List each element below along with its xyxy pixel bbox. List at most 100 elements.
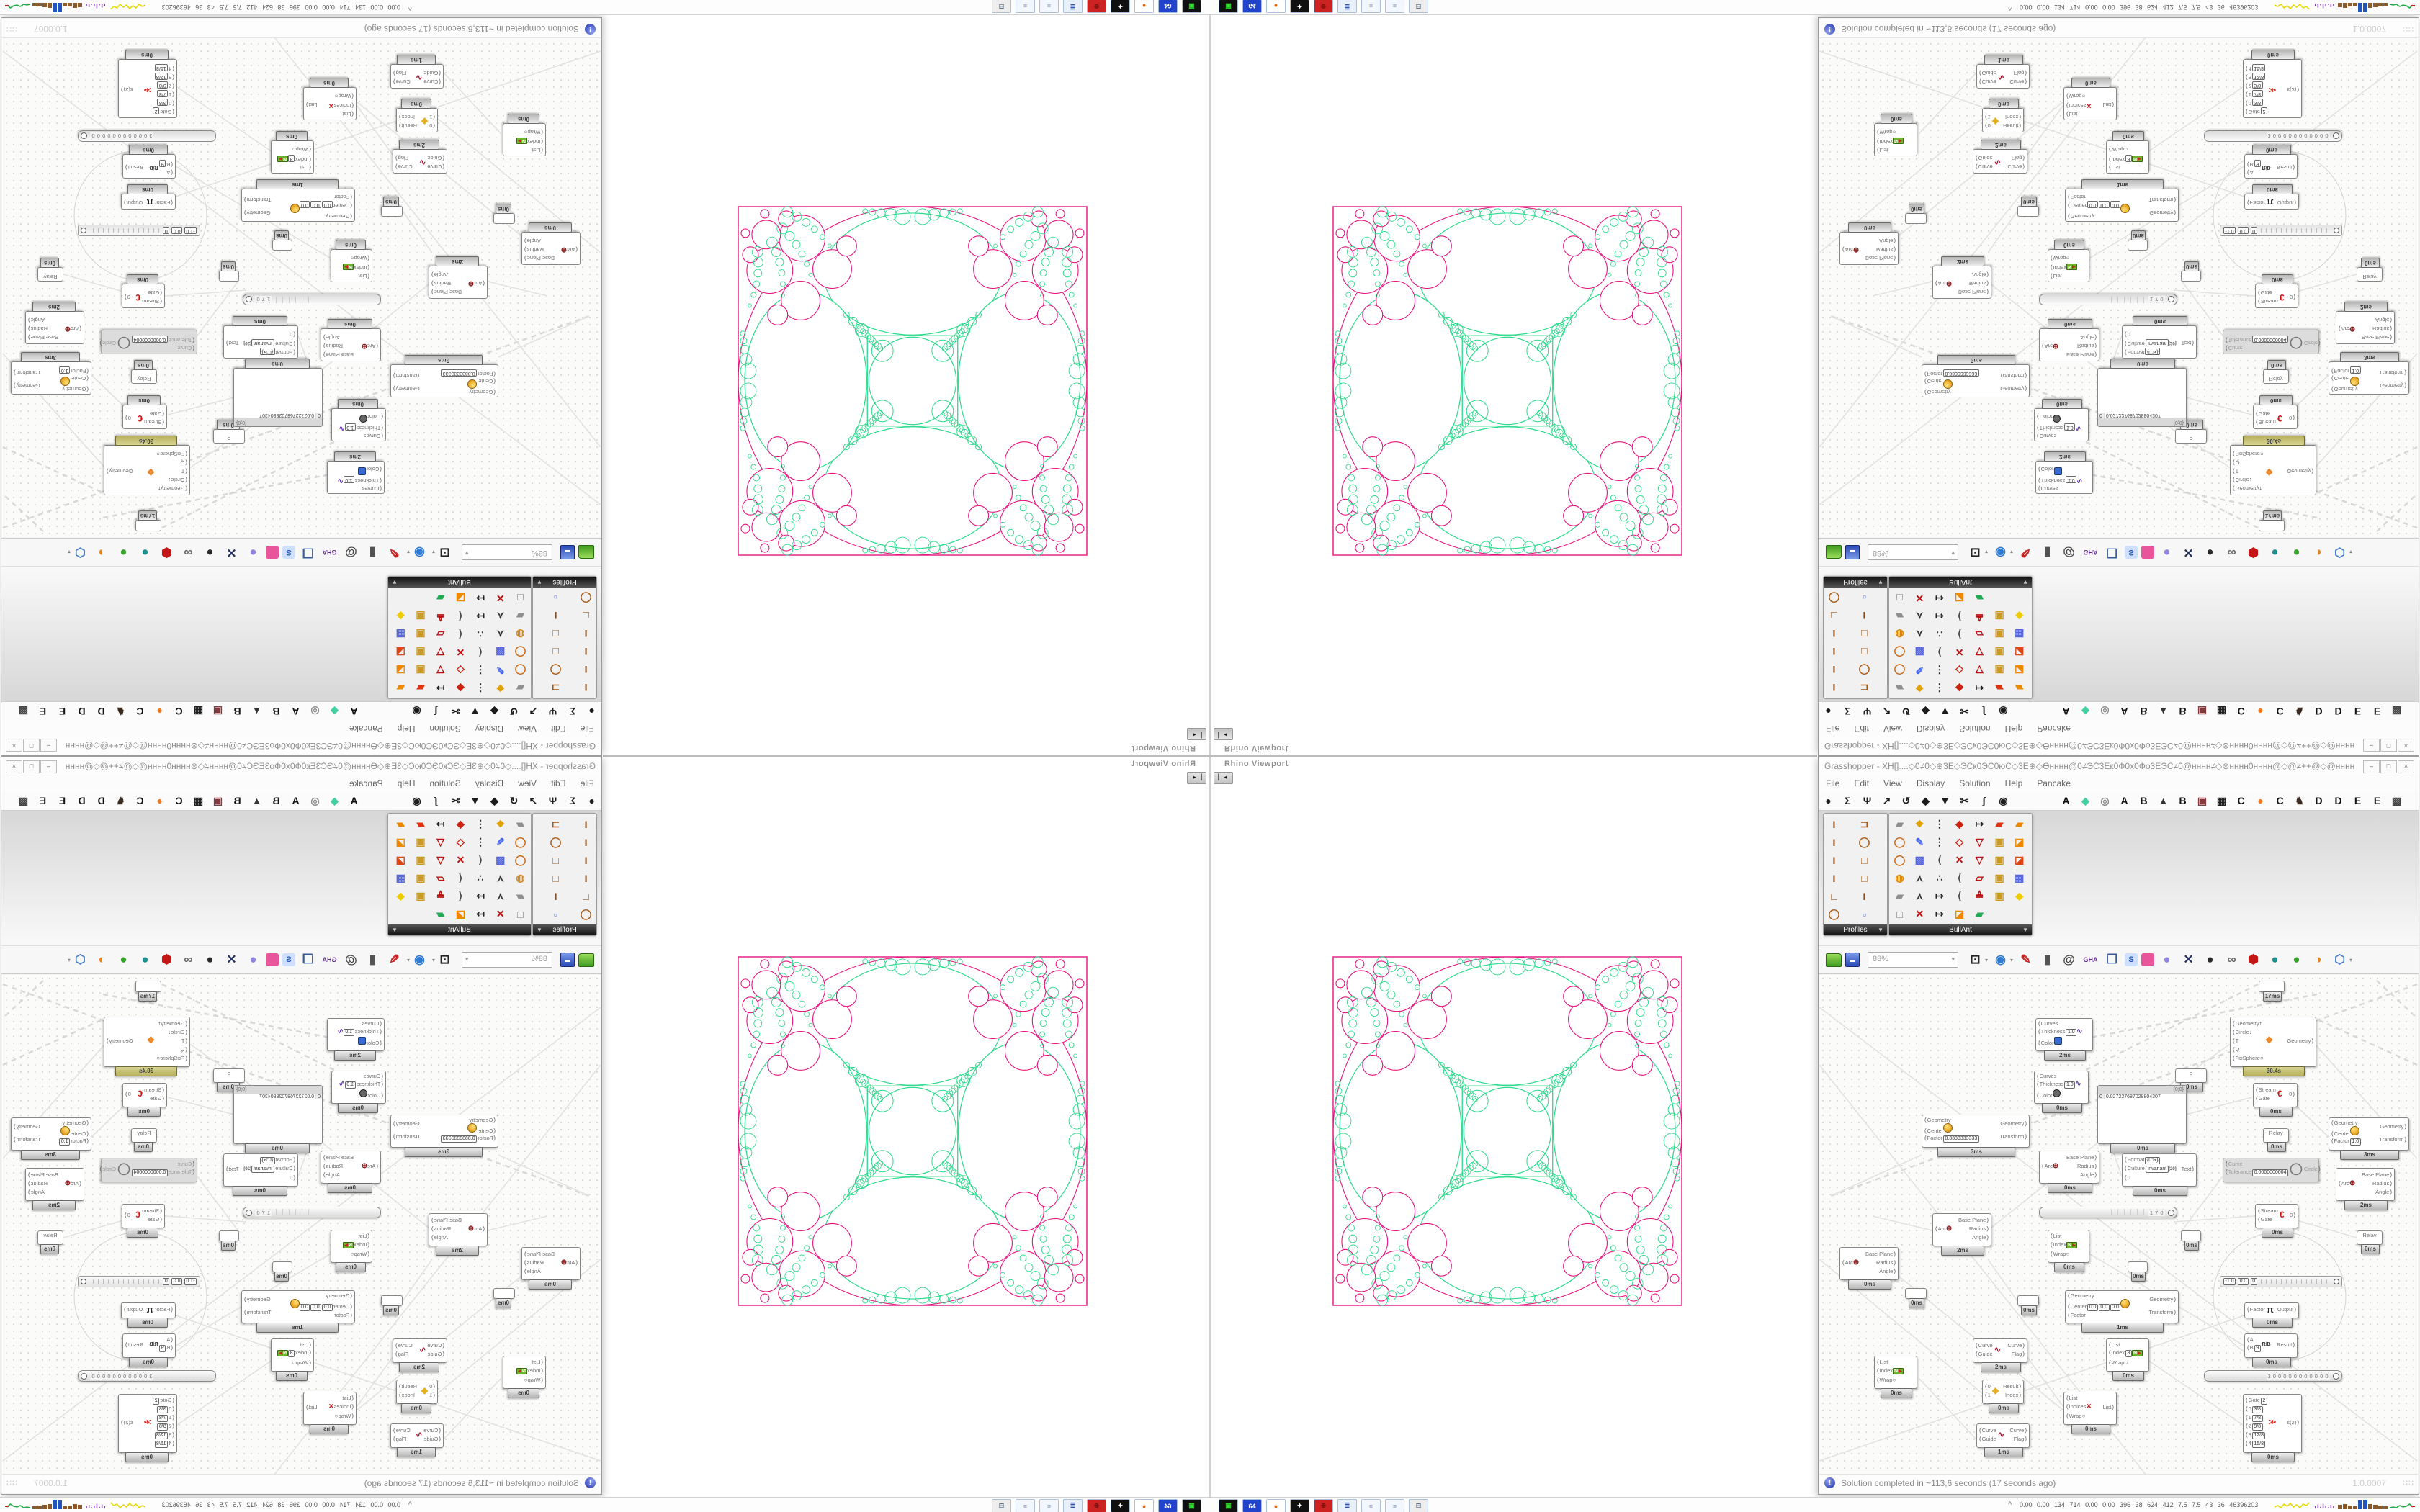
relay-node[interactable]: 0ms [2017,1295,2039,1315]
value-chip[interactable]: 0.3333333333 [441,369,478,377]
tray-chevron-icon[interactable]: ^ [408,1500,412,1508]
palette-component-icon[interactable]: ≜ [436,890,445,901]
input-param[interactable]: Color [2037,1089,2081,1099]
palette-component-icon[interactable]: ✎ [1915,836,1924,847]
balloon-icon[interactable]: ● [2158,543,2176,562]
input-param[interactable]: Indices✕ [328,1403,354,1410]
preview-eye-icon[interactable]: ◉ [1991,950,2009,969]
output-param[interactable]: Radius [1958,281,1989,287]
component-node[interactable]: AB9R/BResult0ms [122,145,176,179]
palette-component-icon[interactable]: ▣ [1994,872,2004,883]
component-node[interactable]: GeometryCenterFactor1.0GeometryTransform… [11,1117,91,1160]
value-chip[interactable]: 3/8 [2251,1405,2263,1413]
tab-plugin-13[interactable]: D [2315,706,2323,717]
relay-node[interactable]: 0ms [381,1295,403,1315]
slider-knob-icon[interactable] [2333,132,2339,139]
input-param[interactable]: Index8N [277,1349,311,1358]
notepad1-app-icon[interactable]: ≡ [1039,1499,1059,1512]
red-gear-app-icon[interactable]: ⊛ [1087,1499,1106,1512]
component-node[interactable]: ListIndex8NWrap○0ms [2106,131,2149,174]
gift-box-icon[interactable]: ? [2141,546,2155,559]
maximize-button[interactable]: □ [2380,760,2397,773]
output-param[interactable]: Angle [2362,318,2392,324]
input-param[interactable]: Tolerance0.0000000004 [132,336,194,343]
component-node[interactable]: ListIndexNWrap○0ms [2048,1230,2089,1272]
zoom-level-select[interactable]: 88% ▾ [462,952,552,968]
output-param[interactable]: Base Plane [431,289,462,296]
zoom-extents-icon[interactable]: ⊡ [436,950,454,969]
output-param[interactable]: Transform [2379,370,2406,377]
palette-component-icon[interactable]: ▰ [396,818,405,829]
relay-node[interactable]: o 0ms [213,1068,245,1092]
input-param[interactable]: Arc⊕ [1935,1225,1953,1233]
input-param[interactable]: Curve [427,164,444,171]
component-node[interactable]: CurveTolerance0.0000000004◯Circle [101,330,197,354]
close-button[interactable]: × [6,760,22,773]
component-node[interactable]: FactorπOutput0ms [2244,184,2299,210]
palette-component-icon[interactable]: ↦ [1975,818,1984,829]
viewport-collapse-button[interactable]: ▏◄ [1187,772,1206,784]
notepad2-app-icon[interactable]: ≡ [1385,1499,1404,1512]
tab-category-icon[interactable]: ʃ [434,706,438,717]
output-param[interactable]: Base Plane [2066,352,2097,359]
palette-component-icon[interactable]: □ [1896,908,1903,920]
palette-component-icon[interactable]: ❖ [496,818,506,829]
input-param[interactable]: CultureInvariant{20} [243,1165,295,1174]
input-param[interactable]: 29/8 [2246,81,2267,90]
output-param[interactable]: Flag [395,1351,413,1357]
minimize-button[interactable]: – [2363,739,2380,752]
input-param[interactable]: IndexN [516,1367,543,1374]
component-node[interactable]: StreamGate€00ms [122,274,165,308]
tab-plugin-10[interactable]: ● [156,795,163,806]
minimize-button[interactable]: – [40,739,57,752]
value-chip[interactable]: 1.0 [2064,1081,2076,1089]
value-chip[interactable]: 0.0000000004 [2252,1169,2288,1176]
tab-plugin-17[interactable]: ▩ [18,706,29,717]
input-param[interactable]: Factor [2247,1306,2265,1313]
slider-knob-icon[interactable] [2334,228,2339,233]
menu-item-file[interactable]: File [1826,724,1840,734]
value-chip[interactable]: 8 [2125,1350,2132,1358]
output-param[interactable]: Geometry [2287,469,2313,475]
wire-cross-icon[interactable]: ✕ [2179,950,2197,969]
component-node[interactable]: Arc⊕Base PlaneRadiusAngle2ms [2336,1168,2395,1210]
tab-plugin-8[interactable]: ▦ [193,706,204,717]
input-param[interactable]: Wrap○ [2051,1251,2077,1257]
input-param[interactable]: Thickness1.0∿ [2037,1080,2081,1089]
input-param[interactable]: CultureInvariant{20} [2125,338,2177,347]
number-slider[interactable]: 3 0 0 0 0 0 0 0 0 0 0 0 [78,130,216,142]
input-param[interactable]: Geometry [1924,1117,1979,1123]
input-param[interactable]: List [2051,273,2077,279]
red-gear-app-icon[interactable]: ⊛ [1087,0,1106,13]
component-node[interactable]: ListIndices✕Wrap○List0ms [303,1392,357,1434]
input-param[interactable]: Thickness1.0∿ [2038,476,2083,485]
input-param[interactable]: Gate [2256,1095,2276,1102]
tab-category-icon[interactable]: Σ [1845,706,1851,717]
output-param[interactable]: List [2103,1404,2114,1410]
palette-component-icon[interactable]: ▱ [1975,872,1984,883]
value-chip[interactable]: Invariant [2145,338,2169,346]
notepad2-app-icon[interactable]: ≡ [1016,1499,1035,1512]
input-param[interactable]: Geometry [2331,1120,2361,1126]
component-node[interactable]: Arc⊕Base PlaneRadiusAngle0ms [1839,222,1899,265]
palette-component-icon[interactable]: ↦ [476,611,485,622]
input-param[interactable]: 415/8 [153,64,174,73]
output-param[interactable]: Base Plane [1958,1217,1989,1223]
menu-item-pancake[interactable]: Pancake [2037,724,2071,734]
output-param[interactable]: List [306,102,318,109]
tab-plugin-7[interactable]: ▣ [2197,795,2208,806]
palette-component-icon[interactable]: ∴ [477,872,484,883]
input-param[interactable]: Guide [1976,156,1993,162]
number-slider[interactable]: 1 7 0 [2039,294,2177,305]
input-param[interactable]: Q [2233,460,2264,467]
input-param[interactable]: Tolerance0.0000000004 [132,1169,194,1176]
palette-component-icon[interactable]: ◪ [2015,836,2025,847]
domain-slider[interactable]: -1.0 0.0 0 [2220,1276,2342,1287]
palette-component-icon[interactable]: ▰ [436,908,445,919]
component-node[interactable]: GeometryCenterFactor1.0GeometryTransform… [11,352,91,395]
search-s-icon[interactable]: S [2125,953,2138,966]
sketch-pen-icon[interactable]: ✎ [385,950,403,969]
output-param[interactable]: Angle [323,1171,354,1178]
tab-plugin-17[interactable]: ▩ [2391,706,2402,717]
ball-green-icon[interactable]: ● [2287,543,2305,562]
